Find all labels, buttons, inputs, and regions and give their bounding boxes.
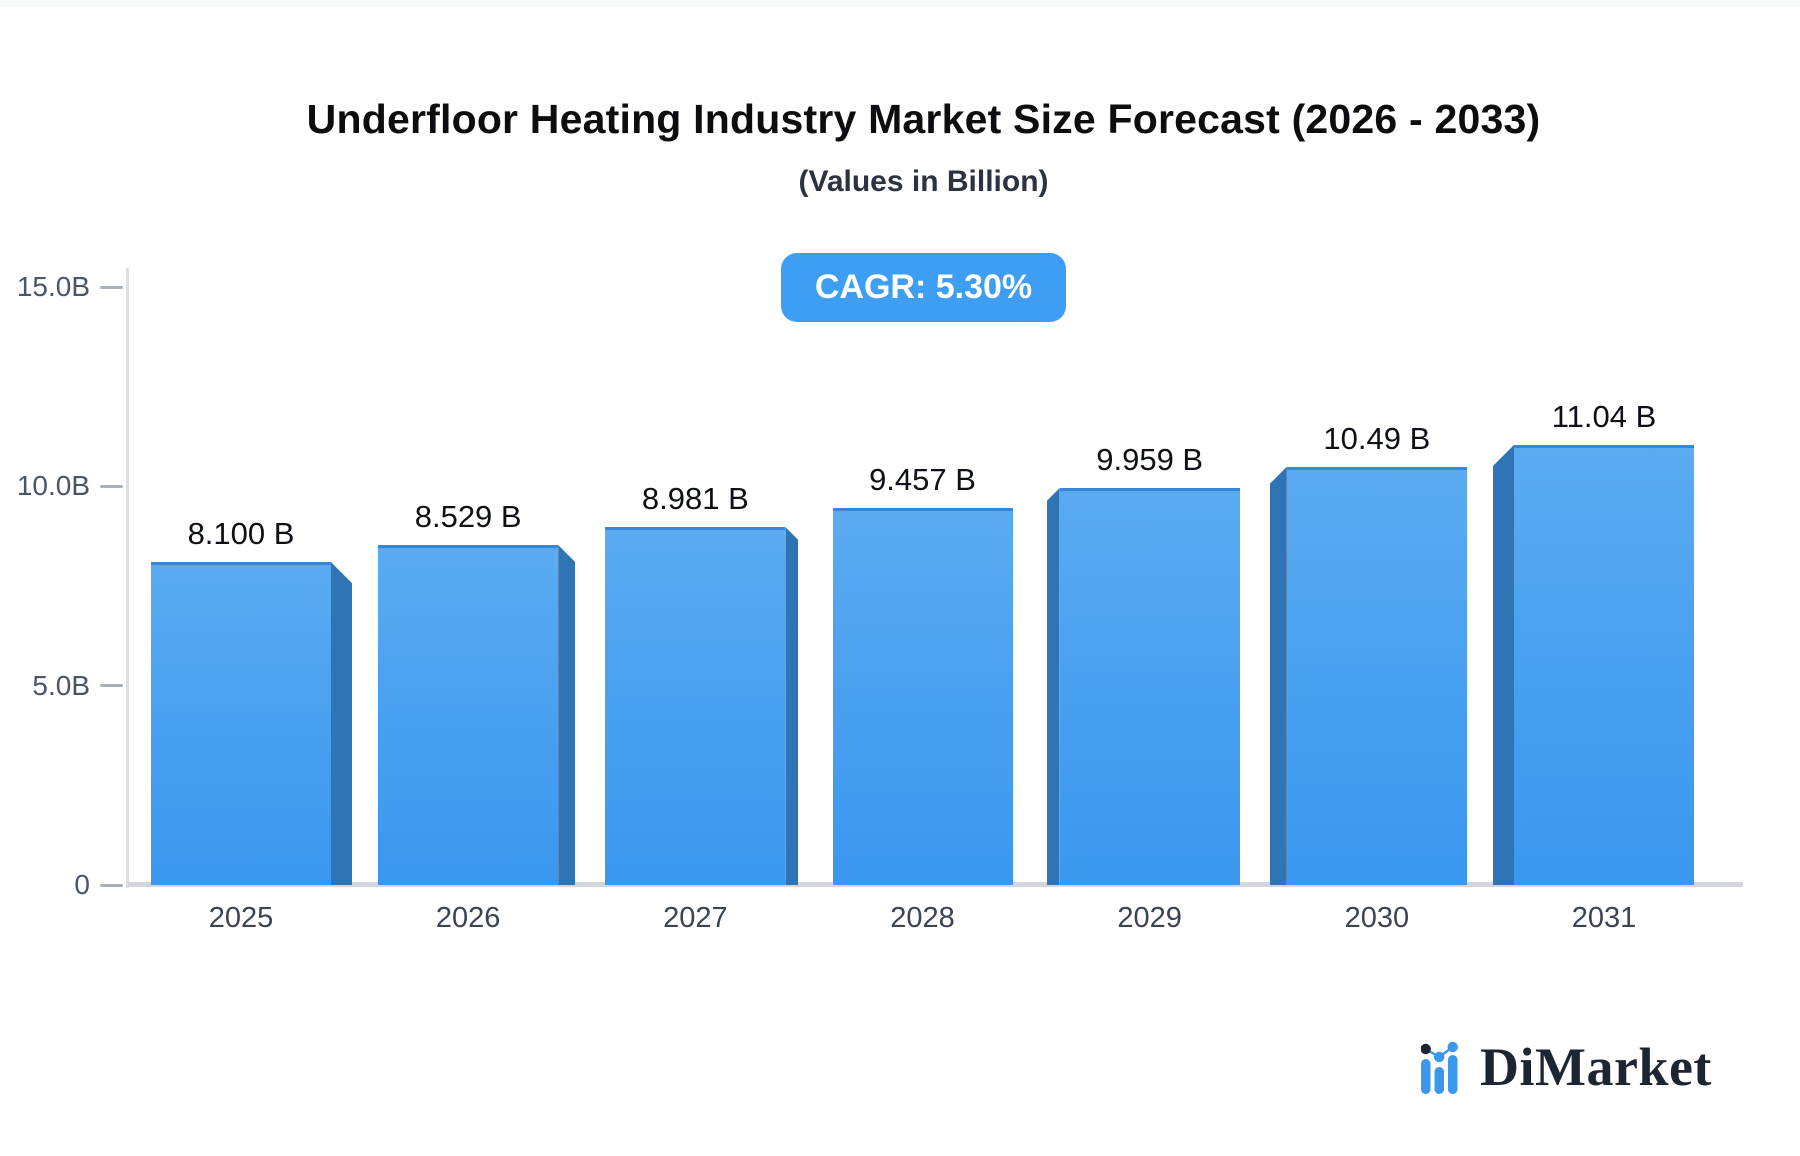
bar-value-label: 8.100 B	[187, 516, 295, 552]
bar-3d-side	[785, 526, 799, 885]
bar-value-label: 8.981 B	[641, 480, 749, 516]
chart-header: Underfloor Heating Industry Market Size …	[116, 0, 1731, 199]
bar-value-label: 10.49 B	[1323, 420, 1431, 456]
bar-value-label: 9.959 B	[1096, 441, 1204, 477]
bar	[151, 562, 331, 885]
bar-value-label: 8.529 B	[414, 498, 522, 534]
cagr-badge: CAGR: 5.30%	[780, 253, 1067, 322]
dimarket-bars-icon	[1421, 1041, 1458, 1094]
x-axis-label: 2027	[663, 902, 728, 934]
bar-3d-side	[1046, 487, 1060, 885]
badge-row: CAGR: 5.30%	[116, 253, 1731, 322]
x-axis-label: 2029	[1117, 902, 1182, 934]
y-axis-tick-label: 15.0B	[16, 271, 90, 302]
chart-subtitle: (Values in Billion)	[798, 165, 1049, 198]
bar	[1059, 487, 1240, 885]
brand-logo-text: DiMarket	[1480, 1037, 1712, 1097]
top-edge-strip	[0, 0, 1800, 7]
y-axis-tick-dash	[100, 285, 123, 289]
x-axis-label: 2025	[208, 902, 274, 934]
bar-value-label: 11.04 B	[1551, 398, 1657, 434]
x-axis-label: 2030	[1344, 902, 1410, 934]
x-axis-label: 2028	[890, 902, 955, 934]
bar	[605, 526, 786, 885]
y-axis-tick-label: 5.0B	[32, 669, 90, 701]
x-axis-label: 2031	[1571, 902, 1637, 934]
bar	[378, 544, 559, 885]
bar-3d-side	[558, 544, 576, 885]
bar-3d-side	[331, 562, 352, 885]
y-axis-tick-label: 0	[74, 869, 90, 900]
y-axis-line	[126, 268, 129, 888]
y-axis-tick-dash	[100, 883, 123, 887]
y-axis-tick-dash	[100, 484, 123, 488]
x-axis-label: 2026	[435, 902, 501, 934]
bar-value-label: 9.457 B	[869, 461, 976, 497]
brand-logo: DiMarket	[1421, 1038, 1712, 1094]
bar-3d-side	[1493, 444, 1515, 885]
chart-title: Underfloor Heating Industry Market Size …	[306, 96, 1541, 142]
y-axis-tick-dash	[100, 684, 123, 688]
bar-3d-side	[1269, 466, 1287, 885]
bar	[1514, 444, 1695, 885]
bar	[1286, 466, 1467, 885]
bar	[832, 507, 1013, 885]
y-axis-tick-label: 10.0B	[16, 470, 90, 502]
